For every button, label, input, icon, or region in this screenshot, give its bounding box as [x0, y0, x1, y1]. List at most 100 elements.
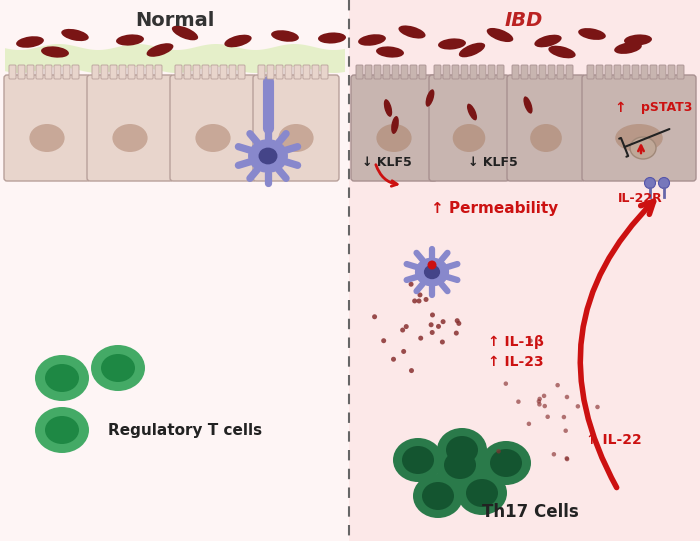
FancyBboxPatch shape [351, 75, 437, 181]
FancyBboxPatch shape [374, 65, 381, 79]
Text: ↑ IL-23: ↑ IL-23 [488, 355, 544, 369]
Ellipse shape [391, 116, 399, 134]
Ellipse shape [486, 28, 513, 42]
FancyBboxPatch shape [479, 65, 486, 79]
FancyBboxPatch shape [303, 65, 310, 79]
Ellipse shape [398, 25, 426, 38]
FancyBboxPatch shape [632, 65, 639, 79]
Ellipse shape [91, 345, 145, 391]
Ellipse shape [524, 96, 533, 114]
Ellipse shape [545, 414, 550, 419]
Text: Normal: Normal [135, 10, 215, 30]
FancyBboxPatch shape [238, 65, 245, 79]
Ellipse shape [528, 339, 533, 343]
Bar [349, 0, 700, 541]
Ellipse shape [516, 399, 521, 404]
FancyBboxPatch shape [659, 65, 666, 79]
FancyBboxPatch shape [294, 65, 301, 79]
FancyBboxPatch shape [155, 65, 162, 79]
Ellipse shape [372, 314, 377, 319]
FancyBboxPatch shape [356, 65, 363, 79]
Text: pSTAT3: pSTAT3 [640, 102, 692, 115]
Ellipse shape [459, 43, 485, 57]
Ellipse shape [624, 35, 652, 45]
Ellipse shape [615, 124, 663, 152]
Ellipse shape [645, 177, 655, 188]
Text: Th17 Cells: Th17 Cells [482, 503, 578, 521]
Ellipse shape [575, 404, 580, 408]
FancyBboxPatch shape [202, 65, 209, 79]
Ellipse shape [430, 313, 435, 318]
FancyBboxPatch shape [220, 65, 227, 79]
Ellipse shape [376, 47, 404, 57]
Ellipse shape [409, 368, 414, 373]
Ellipse shape [526, 421, 531, 426]
Ellipse shape [561, 415, 566, 419]
FancyBboxPatch shape [668, 65, 675, 79]
Ellipse shape [415, 258, 449, 286]
FancyBboxPatch shape [110, 65, 117, 79]
Bar [0, 0, 349, 541]
Ellipse shape [444, 451, 476, 479]
Ellipse shape [428, 322, 433, 327]
FancyBboxPatch shape [566, 65, 573, 79]
FancyBboxPatch shape [184, 65, 191, 79]
FancyBboxPatch shape [87, 75, 173, 181]
Ellipse shape [45, 364, 79, 392]
Text: IBD: IBD [505, 10, 543, 30]
FancyBboxPatch shape [623, 65, 630, 79]
Text: ↓ KLF5: ↓ KLF5 [362, 155, 412, 168]
FancyBboxPatch shape [521, 65, 528, 79]
FancyBboxPatch shape [582, 75, 696, 181]
Ellipse shape [35, 355, 89, 401]
Ellipse shape [101, 354, 135, 382]
Ellipse shape [16, 36, 44, 48]
Text: ↓ KLF5: ↓ KLF5 [468, 155, 518, 168]
Ellipse shape [659, 177, 669, 188]
Ellipse shape [552, 452, 556, 457]
Text: ↑ IL-22: ↑ IL-22 [586, 433, 642, 447]
Ellipse shape [391, 357, 396, 362]
Ellipse shape [422, 482, 454, 510]
Ellipse shape [116, 35, 144, 45]
Ellipse shape [35, 407, 89, 453]
Ellipse shape [402, 446, 434, 474]
FancyBboxPatch shape [72, 65, 79, 79]
Ellipse shape [41, 47, 69, 58]
FancyBboxPatch shape [36, 65, 43, 79]
Ellipse shape [537, 399, 541, 404]
Ellipse shape [436, 324, 441, 329]
Ellipse shape [437, 428, 487, 472]
Ellipse shape [440, 319, 446, 324]
Ellipse shape [466, 479, 498, 507]
Ellipse shape [172, 25, 198, 41]
FancyBboxPatch shape [9, 65, 16, 79]
FancyBboxPatch shape [267, 65, 274, 79]
Ellipse shape [417, 292, 423, 298]
Ellipse shape [534, 35, 561, 47]
Ellipse shape [358, 34, 386, 46]
FancyBboxPatch shape [258, 65, 265, 79]
FancyBboxPatch shape [410, 65, 417, 79]
Ellipse shape [438, 38, 466, 50]
FancyBboxPatch shape [312, 65, 319, 79]
FancyBboxPatch shape [276, 65, 283, 79]
FancyBboxPatch shape [211, 65, 218, 79]
FancyBboxPatch shape [175, 65, 182, 79]
FancyBboxPatch shape [488, 65, 495, 79]
Ellipse shape [258, 148, 277, 164]
Ellipse shape [113, 124, 148, 152]
Ellipse shape [426, 89, 435, 107]
Ellipse shape [542, 394, 546, 398]
Ellipse shape [503, 381, 508, 386]
Text: IL-22R: IL-22R [617, 192, 662, 204]
FancyBboxPatch shape [641, 65, 648, 79]
Ellipse shape [401, 349, 406, 354]
Ellipse shape [565, 395, 569, 399]
FancyBboxPatch shape [137, 65, 144, 79]
FancyBboxPatch shape [614, 65, 621, 79]
Text: Regulatory T cells: Regulatory T cells [108, 423, 262, 438]
Ellipse shape [393, 438, 443, 482]
FancyBboxPatch shape [434, 65, 441, 79]
Ellipse shape [424, 297, 428, 302]
